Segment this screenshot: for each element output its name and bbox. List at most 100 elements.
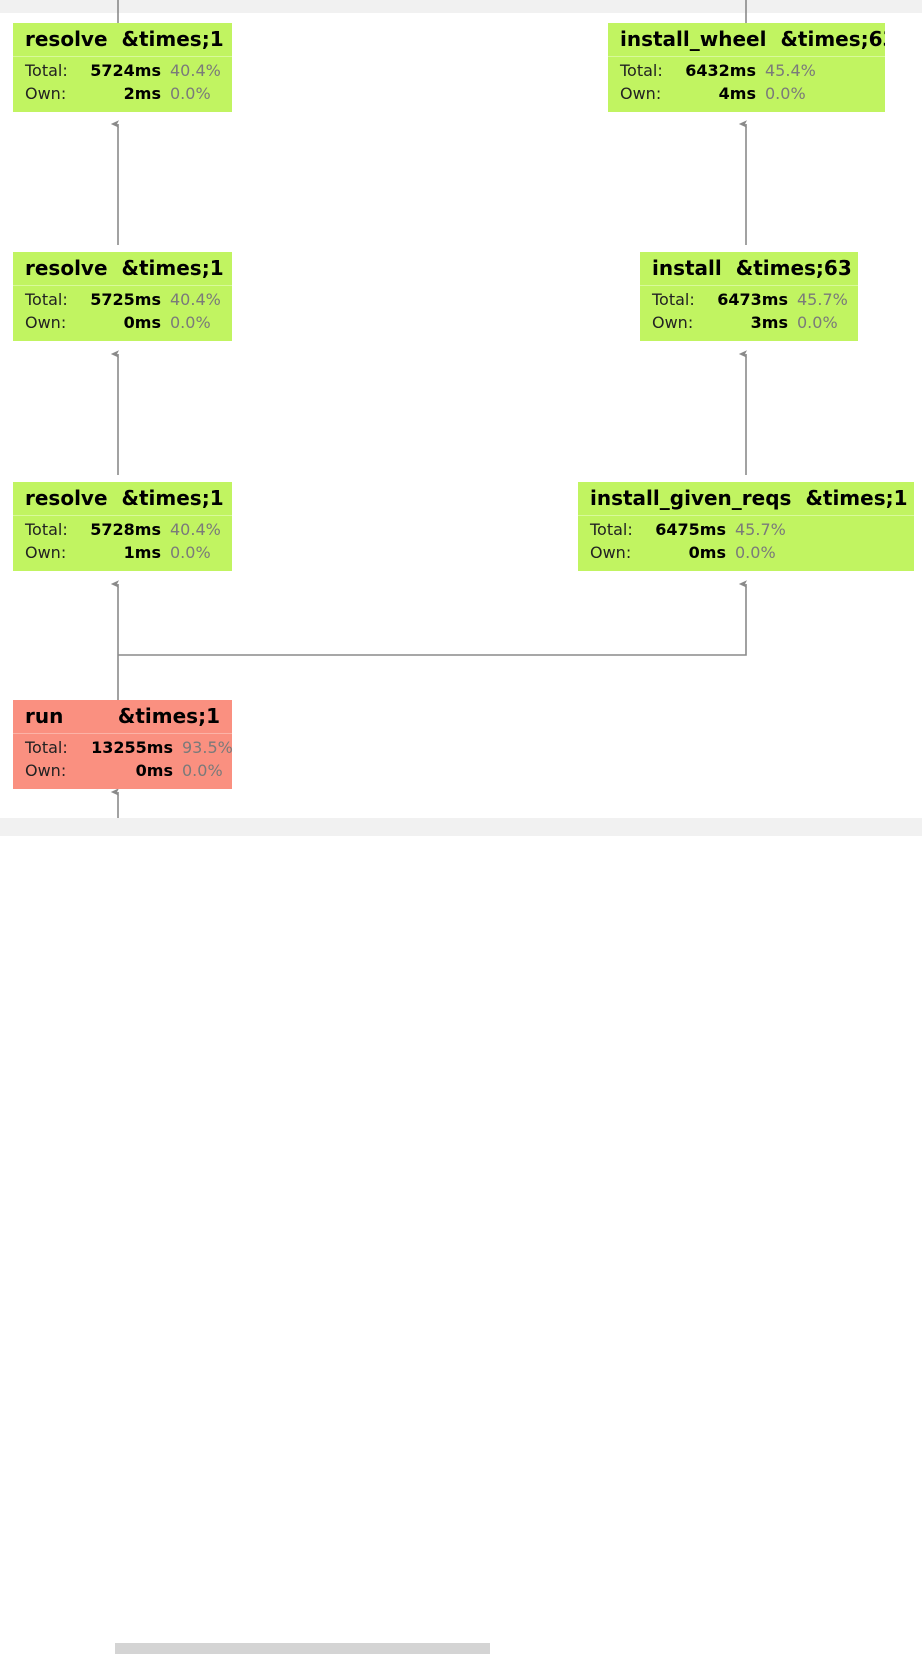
- node-call-count: &times;1: [121, 486, 224, 510]
- node-header: resolve &times;1: [13, 252, 232, 285]
- total-label: Total:: [25, 290, 68, 309]
- node-own-row: Own: 3ms 0.0%: [652, 312, 846, 335]
- node-function-name: install_given_reqs: [590, 486, 792, 510]
- node-body: Total: 5728ms 40.4% Own: 1ms 0.0%: [13, 516, 232, 571]
- total-value: 6473ms: [717, 290, 788, 309]
- node-total-row: Total: 13255ms 93.5%: [25, 737, 232, 760]
- node-own-row: Own: 4ms 0.0%: [620, 83, 873, 106]
- own-percent: 0.0%: [170, 542, 211, 562]
- node-header: install_given_reqs &times;1: [578, 482, 914, 515]
- node-body: Total: 5724ms 40.4% Own: 2ms 0.0%: [13, 57, 232, 112]
- graph-node-run[interactable]: run &times;1 Total: 13255ms 93.5% Own: 0…: [13, 700, 232, 790]
- total-value: 5725ms: [90, 290, 161, 309]
- node-function-name: resolve: [25, 486, 108, 510]
- node-total-row: Total: 5725ms 40.4%: [25, 289, 221, 312]
- node-header: resolve &times;1: [13, 23, 232, 56]
- node-total-row: Total: 5728ms 40.4%: [25, 519, 221, 542]
- total-percent: 40.4%: [170, 290, 221, 309]
- total-percent: 93.5%: [182, 738, 232, 757]
- total-percent: 40.4%: [170, 520, 221, 539]
- node-function-name: run: [25, 704, 64, 728]
- node-own-row: Own: 0ms 0.0%: [25, 760, 223, 783]
- node-header: resolve &times;1: [13, 482, 232, 515]
- node-header: run &times;1: [13, 700, 232, 733]
- node-function-name: resolve: [25, 27, 108, 51]
- node-call-count: &times;1: [805, 486, 908, 510]
- node-header: install &times;63: [640, 252, 858, 285]
- node-call-count: &times;1: [117, 704, 220, 728]
- own-percent: 0.0%: [797, 312, 838, 332]
- total-label: Total:: [590, 520, 633, 539]
- graph-node-install-given-reqs[interactable]: install_given_reqs &times;1 Total: 6475m…: [578, 482, 914, 572]
- total-value: 13255ms: [91, 738, 173, 757]
- node-call-count: &times;63: [735, 256, 852, 280]
- total-value: 6475ms: [655, 520, 726, 539]
- node-total-row: Total: 5724ms 40.4%: [25, 60, 221, 83]
- own-percent: 0.0%: [765, 83, 806, 103]
- node-divider: [578, 515, 914, 516]
- graph-node-install-wheel[interactable]: install_wheel &times;63 Total: 6432ms 45…: [608, 23, 885, 113]
- node-divider: [13, 56, 232, 57]
- node-divider: [608, 56, 885, 57]
- total-label: Total:: [652, 290, 695, 309]
- node-divider: [13, 733, 232, 734]
- node-own-row: Own: 1ms 0.0%: [25, 542, 220, 565]
- bottom-scroll-band[interactable]: [0, 818, 922, 1654]
- node-call-count: &times;1: [121, 27, 224, 51]
- own-percent: 0.0%: [735, 542, 776, 562]
- node-call-count: &times;1: [121, 256, 224, 280]
- total-value: 5724ms: [90, 61, 161, 80]
- own-percent: 0.0%: [182, 760, 223, 780]
- own-value: 0ms: [123, 312, 161, 332]
- own-label: Own:: [25, 760, 67, 780]
- horizontal-scrollbar-thumb[interactable]: [115, 1643, 490, 1654]
- graph-node-install[interactable]: install &times;63 Total: 6473ms 45.7% Ow…: [640, 252, 858, 342]
- node-divider: [640, 285, 858, 286]
- node-function-name: install: [652, 256, 722, 280]
- total-percent: 45.7%: [735, 520, 786, 539]
- node-function-name: install_wheel: [620, 27, 767, 51]
- own-value: 0ms: [135, 760, 173, 780]
- own-label: Own:: [25, 542, 67, 562]
- node-divider: [13, 285, 232, 286]
- total-value: 6432ms: [685, 61, 756, 80]
- own-label: Own:: [652, 312, 694, 332]
- own-value: 4ms: [718, 83, 756, 103]
- own-label: Own:: [590, 542, 632, 562]
- graph-node-resolve-lower[interactable]: resolve &times;1 Total: 5728ms 40.4% Own…: [13, 482, 232, 572]
- total-percent: 45.4%: [765, 61, 816, 80]
- total-label: Total:: [620, 61, 663, 80]
- own-label: Own:: [25, 312, 67, 332]
- node-function-name: resolve: [25, 256, 108, 280]
- node-total-row: Total: 6432ms 45.4%: [620, 60, 873, 83]
- total-label: Total:: [25, 520, 68, 539]
- own-percent: 0.0%: [170, 83, 211, 103]
- graph-node-resolve-top[interactable]: resolve &times;1 Total: 5724ms 40.4% Own…: [13, 23, 232, 113]
- node-own-row: Own: 2ms 0.0%: [25, 83, 220, 106]
- top-scroll-band: [0, 0, 922, 13]
- node-body: Total: 6432ms 45.4% Own: 4ms 0.0%: [608, 57, 885, 112]
- own-label: Own:: [25, 83, 67, 103]
- own-label: Own:: [620, 83, 662, 103]
- total-label: Total:: [25, 61, 68, 80]
- node-own-row: Own: 0ms 0.0%: [25, 312, 220, 335]
- own-percent: 0.0%: [170, 312, 211, 332]
- total-percent: 45.7%: [797, 290, 848, 309]
- graph-node-resolve-middle[interactable]: resolve &times;1 Total: 5725ms 40.4% Own…: [13, 252, 232, 342]
- own-value: 0ms: [688, 542, 726, 562]
- total-value: 5728ms: [90, 520, 161, 539]
- node-header: install_wheel &times;63: [608, 23, 885, 56]
- node-divider: [13, 515, 232, 516]
- node-body: Total: 6473ms 45.7% Own: 3ms 0.0%: [640, 286, 858, 341]
- node-total-row: Total: 6473ms 45.7%: [652, 289, 848, 312]
- edge-run-to-install-given-reqs: [118, 580, 748, 656]
- node-body: Total: 13255ms 93.5% Own: 0ms 0.0%: [13, 734, 232, 789]
- total-percent: 40.4%: [170, 61, 221, 80]
- own-value: 1ms: [123, 542, 161, 562]
- total-label: Total:: [25, 738, 68, 757]
- node-own-row: Own: 0ms 0.0%: [590, 542, 902, 565]
- own-value: 3ms: [750, 312, 788, 332]
- own-value: 2ms: [123, 83, 161, 103]
- node-call-count: &times;63: [780, 27, 885, 51]
